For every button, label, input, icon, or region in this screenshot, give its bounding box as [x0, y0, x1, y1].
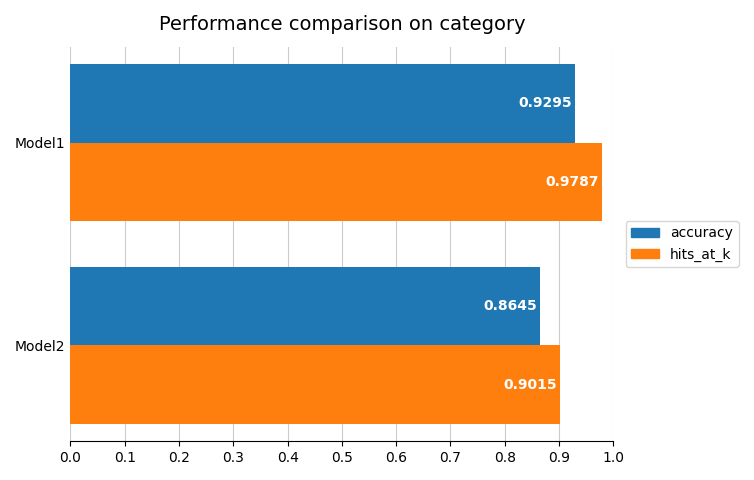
Title: Performance comparison on category: Performance comparison on category — [158, 15, 526, 34]
Text: 0.9295: 0.9295 — [519, 96, 572, 110]
Bar — [70, 143, 602, 221]
Text: 0.9787: 0.9787 — [546, 175, 599, 189]
Text: 0.9015: 0.9015 — [504, 378, 557, 392]
Bar — [70, 346, 560, 424]
Bar — [70, 266, 540, 346]
Text: 0.8645: 0.8645 — [483, 299, 537, 313]
Legend: accuracy, hits_at_k: accuracy, hits_at_k — [626, 221, 739, 267]
Bar — [70, 63, 575, 143]
